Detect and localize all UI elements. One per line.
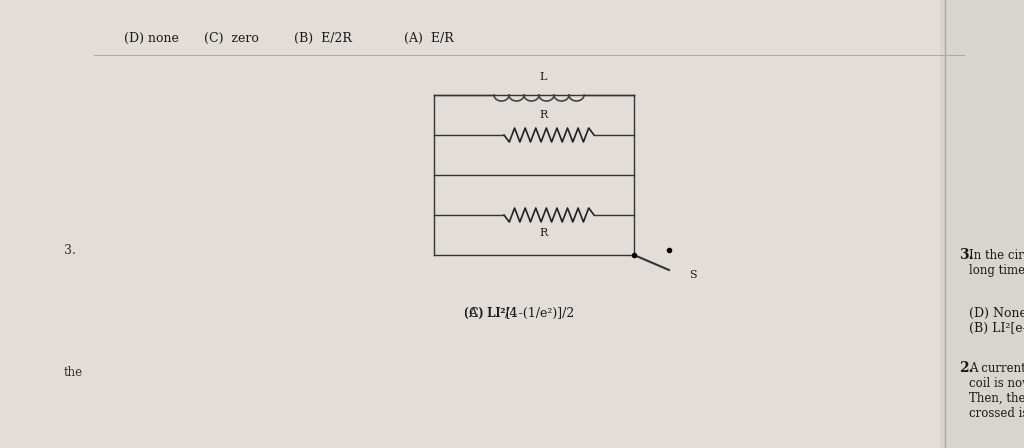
Text: Then, the total heat energy dissipated in a time  M = L / R  after the critical : Then, the total heat energy dissipated i… (969, 392, 1024, 405)
Text: (D) None: (D) None (969, 306, 1024, 319)
Text: (B) LI²[e-1]/e: (B) LI²[e-1]/e (969, 322, 1024, 335)
Text: crossed is: crossed is (969, 406, 1024, 419)
Text: In the circuit shown in figure switch S is closed at time t = 0, current through: In the circuit shown in figure switch S … (969, 249, 1024, 262)
Text: R: R (539, 110, 547, 120)
Text: (C)  zero: (C) zero (204, 31, 259, 44)
Text: 3.: 3. (63, 244, 76, 257)
Text: the: the (63, 366, 83, 379)
Text: coil is now raised above the critical temperature so that the coil acquires a re: coil is now raised above the critical te… (969, 376, 1024, 389)
Text: R: R (539, 228, 547, 238)
Text: (D) none: (D) none (124, 31, 179, 44)
Text: long time of closing of switch.: long time of closing of switch. (969, 263, 1024, 276)
Text: S: S (689, 270, 696, 280)
Text: (A)  E/R: (A) E/R (404, 31, 454, 44)
Text: (A) LI²/4: (A) LI²/4 (464, 306, 517, 319)
Text: 3.: 3. (959, 248, 974, 262)
Text: 2.: 2. (959, 361, 974, 375)
Text: (B)  E/2R: (B) E/2R (294, 31, 352, 44)
Bar (940, 0, 1024, 448)
Text: A current  I  is circulating in a super conducting coil of inductance  L. The te: A current I is circulating in a super co… (969, 362, 1024, 375)
Text: (C) LI²[1-(1/e²)]/2: (C) LI²[1-(1/e²)]/2 (464, 306, 574, 319)
Text: L: L (539, 72, 547, 82)
